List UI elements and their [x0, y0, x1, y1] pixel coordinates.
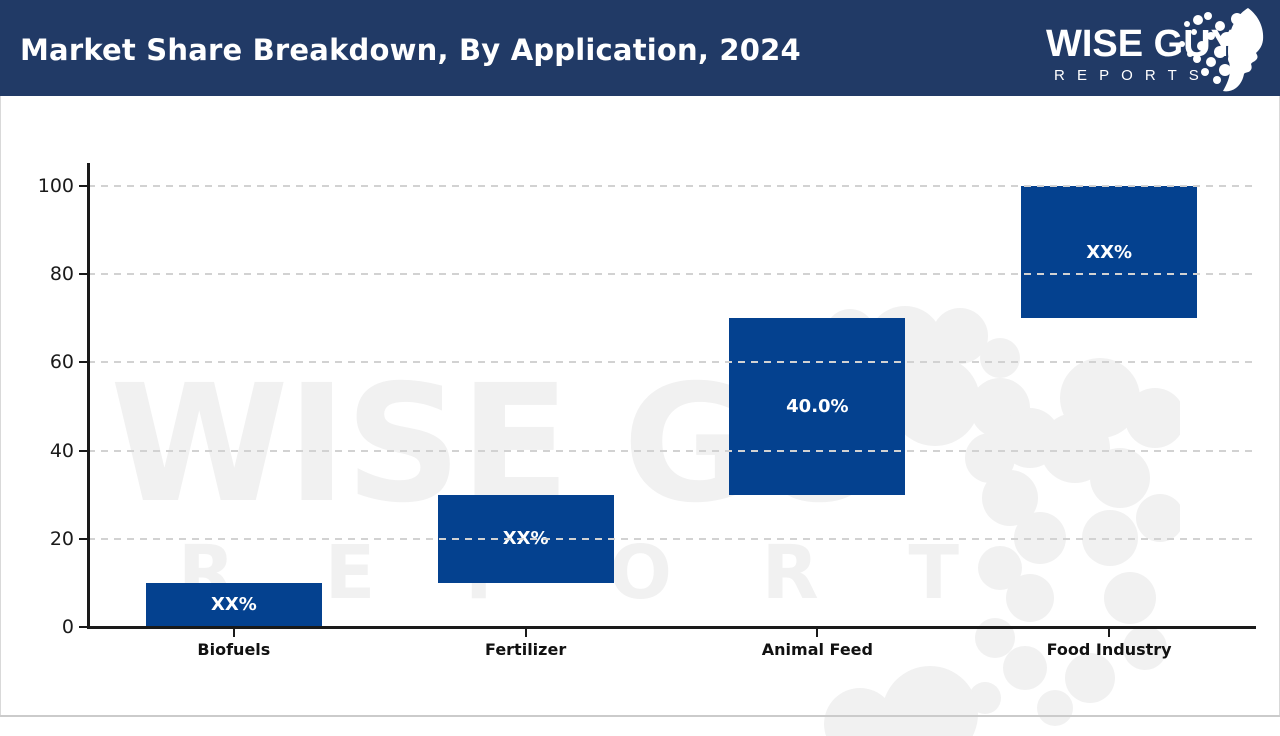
bottom-divider: [0, 715, 1280, 717]
logo-face-dots: [1179, 8, 1264, 92]
y-tick-label: 20: [49, 527, 74, 550]
y-tick-label: 80: [49, 263, 74, 286]
y-tick-label: 60: [49, 351, 74, 374]
bar-animal-feed: 40.0%: [729, 318, 906, 495]
x-tick-label: Biofuels: [197, 640, 271, 659]
plot-area: 0 20 40 60 80 100 XX% Biofuels XX% Fertilizer 40.0…: [37, 163, 1256, 659]
y-tickmark: [79, 537, 88, 540]
wise-guy-logo: WISE GUY R E P O R T S: [1046, 8, 1264, 92]
y-tickmark: [79, 449, 88, 452]
y-tickmark: [79, 273, 88, 276]
header-bar: Market Share Breakdown, By Application, …: [0, 0, 1280, 96]
logo-reports-text: R E P O R T S: [1054, 67, 1203, 84]
y-gridline: [88, 361, 1255, 364]
y-gridline: [88, 537, 1255, 540]
y-tick-label: 40: [49, 439, 74, 462]
y-tickmark: [79, 361, 88, 364]
bar-value-label: XX%: [1086, 241, 1133, 263]
x-tick-label: Fertilizer: [485, 640, 567, 659]
chart-title: Market Share Breakdown, By Application, …: [20, 33, 801, 67]
x-tick-label: Food Industry: [1046, 640, 1172, 659]
bar-value-label: 40.0%: [786, 395, 849, 417]
x-tickmark: [1108, 628, 1111, 637]
bar-biofuels: XX%: [145, 582, 322, 627]
x-tick-label: Animal Feed: [761, 640, 873, 659]
y-gridline: [88, 449, 1255, 452]
x-axis-line: [87, 626, 1256, 629]
bar-food-industry: XX%: [1021, 186, 1198, 319]
x-tickmark: [232, 628, 235, 637]
bar-value-label: XX%: [210, 594, 257, 616]
y-tickmark: [79, 185, 88, 187]
x-tickmark: [524, 628, 527, 637]
y-tickmark: [79, 626, 88, 628]
y-gridline: [88, 273, 1255, 276]
y-gridline: [88, 185, 1255, 187]
y-tick-label: 0: [61, 616, 74, 638]
y-tick-label: 100: [37, 175, 74, 197]
chart-area: WISE GU R E P O R T 020406080100XX%Biofu…: [0, 96, 1280, 736]
y-axis-line: [87, 163, 90, 629]
x-tickmark: [816, 628, 819, 637]
